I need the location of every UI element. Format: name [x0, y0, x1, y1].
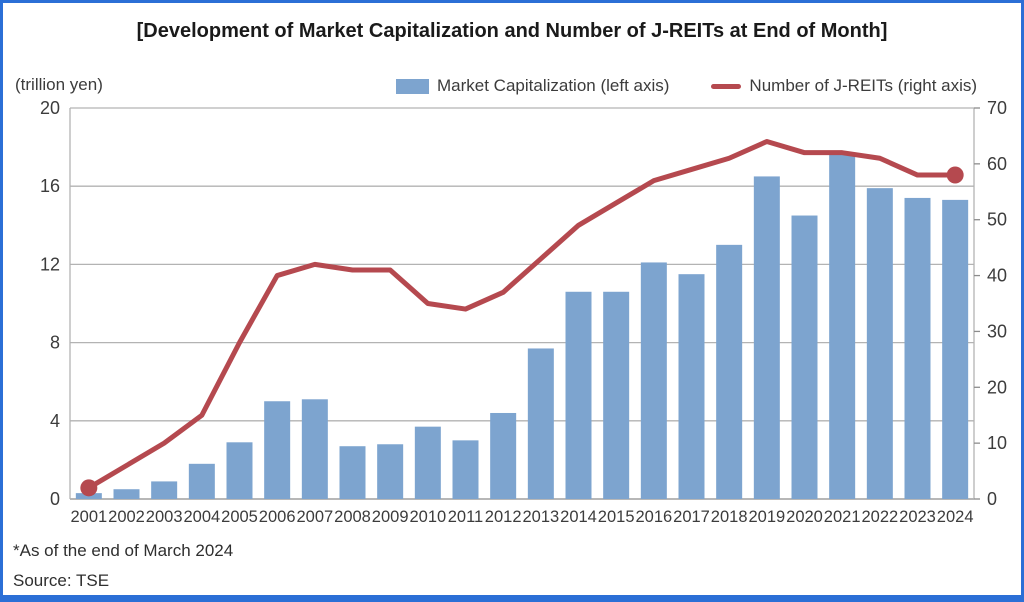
x-axis-label-2010: 2010 [409, 508, 446, 526]
x-axis-label-2001: 2001 [70, 508, 107, 526]
x-axis-label-2004: 2004 [183, 508, 220, 526]
bar-2019 [753, 176, 780, 500]
chart-source: Source: TSE [13, 571, 110, 590]
legend-label-market-cap: Market Capitalization (left axis) [437, 76, 670, 95]
bar-2018 [716, 244, 743, 499]
jreits-line-swatch-icon [711, 83, 742, 89]
chart-canvas: 0 4 8 12 16 20 0 10 20 30 40 50 60 70 2001 2002 2003 2004… [40, 98, 1007, 526]
right-axis-tick-20: 20 [987, 377, 1007, 397]
x-axis-label-2022: 2022 [861, 508, 898, 526]
bar-2008 [339, 446, 366, 499]
bar-2009 [377, 444, 404, 499]
bar-2016 [640, 262, 667, 499]
bar-2024 [942, 199, 969, 499]
bar-2010 [414, 426, 441, 499]
legend-item-jreits: Number of J-REITs (right axis) [711, 76, 977, 96]
x-axis-label-2006: 2006 [259, 508, 296, 526]
bar-2021 [829, 154, 856, 500]
x-axis-label-2019: 2019 [748, 508, 785, 526]
jreits-line-marker-2001 [80, 479, 98, 497]
bar-2004 [188, 463, 215, 499]
x-axis-label-2024: 2024 [937, 508, 974, 526]
bar-2023 [904, 197, 931, 499]
x-axis-label-2020: 2020 [786, 508, 823, 526]
left-axis-tick-12: 12 [40, 254, 60, 274]
chart-footnote: *As of the end of March 2024 [13, 541, 234, 560]
left-axis-tick-20: 20 [40, 98, 60, 118]
left-axis-tick-0: 0 [50, 489, 60, 509]
bar-2020 [791, 215, 818, 499]
right-axis-tick-30: 30 [987, 321, 1007, 341]
x-axis-label-2017: 2017 [673, 508, 710, 526]
right-axis-tick-50: 50 [987, 210, 1007, 230]
bar-2003 [151, 481, 178, 499]
legend: Market Capitalization (left axis) Number… [396, 76, 977, 96]
bar-2013 [527, 348, 554, 499]
bar-2014 [565, 291, 592, 499]
x-axis-label-2009: 2009 [372, 508, 409, 526]
jreits-line [86, 139, 958, 491]
right-axis-tick-10: 10 [987, 433, 1007, 453]
legend-label-jreits: Number of J-REITs (right axis) [749, 76, 978, 95]
x-axis-label-2012: 2012 [485, 508, 522, 526]
x-axis-label-2003: 2003 [146, 508, 183, 526]
x-axis-label-2011: 2011 [448, 508, 483, 526]
legend-item-market-cap: Market Capitalization (left axis) [396, 76, 669, 96]
right-axis-tick-60: 60 [987, 154, 1007, 174]
chart-title: [Development of Market Capitalization an… [136, 20, 888, 42]
market-cap-swatch-icon [396, 78, 429, 94]
bar-2017 [678, 274, 705, 499]
bar-2005 [226, 442, 253, 499]
bar-2022 [866, 188, 893, 499]
jreits-line-marker-2024 [946, 166, 964, 184]
bar-2015 [603, 291, 630, 499]
bar-2002 [113, 489, 140, 499]
x-axis-label-2015: 2015 [598, 508, 635, 526]
x-axis-label-2021: 2021 [824, 508, 861, 526]
x-axis-label-2016: 2016 [635, 508, 672, 526]
x-axis-label-2013: 2013 [522, 508, 559, 526]
left-axis-tick-4: 4 [50, 411, 60, 431]
x-axis-label-2007: 2007 [296, 508, 333, 526]
left-axis-tick-16: 16 [40, 176, 60, 196]
x-axis-label-2014: 2014 [560, 508, 597, 526]
x-axis-label-2008: 2008 [334, 508, 371, 526]
bar-2007 [301, 399, 328, 499]
right-axis-tick-40: 40 [987, 266, 1007, 286]
x-axis-label-2018: 2018 [711, 508, 748, 526]
bar-2011 [452, 440, 479, 499]
right-axis-tick-0: 0 [987, 489, 997, 509]
right-axis-tick-70: 70 [987, 98, 1007, 118]
x-axis-label-2005: 2005 [221, 508, 258, 526]
left-axis-unit-label: (trillion yen) [15, 75, 103, 94]
bar-2012 [490, 412, 517, 499]
x-axis-label-2002: 2002 [108, 508, 145, 526]
bar-2006 [264, 401, 291, 499]
left-axis-tick-8: 8 [50, 333, 60, 353]
x-axis-label-2023: 2023 [899, 508, 936, 526]
